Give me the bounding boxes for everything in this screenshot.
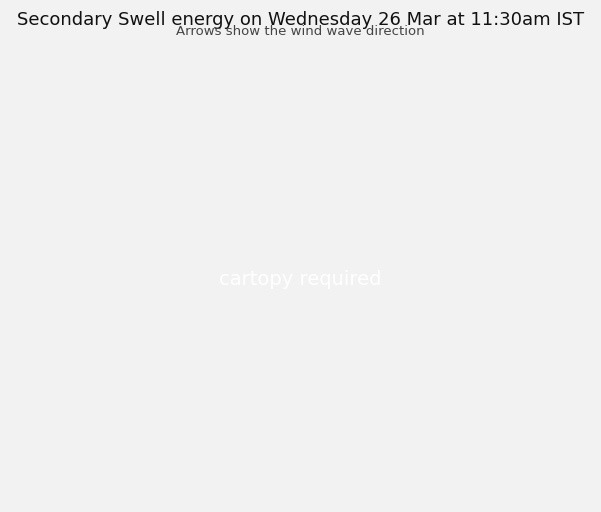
Text: Arrows show the wind wave direction: Arrows show the wind wave direction: [176, 25, 425, 37]
Text: cartopy required: cartopy required: [219, 270, 382, 289]
Text: Secondary Swell energy on Wednesday 26 Mar at 11:30am IST: Secondary Swell energy on Wednesday 26 M…: [17, 11, 584, 29]
